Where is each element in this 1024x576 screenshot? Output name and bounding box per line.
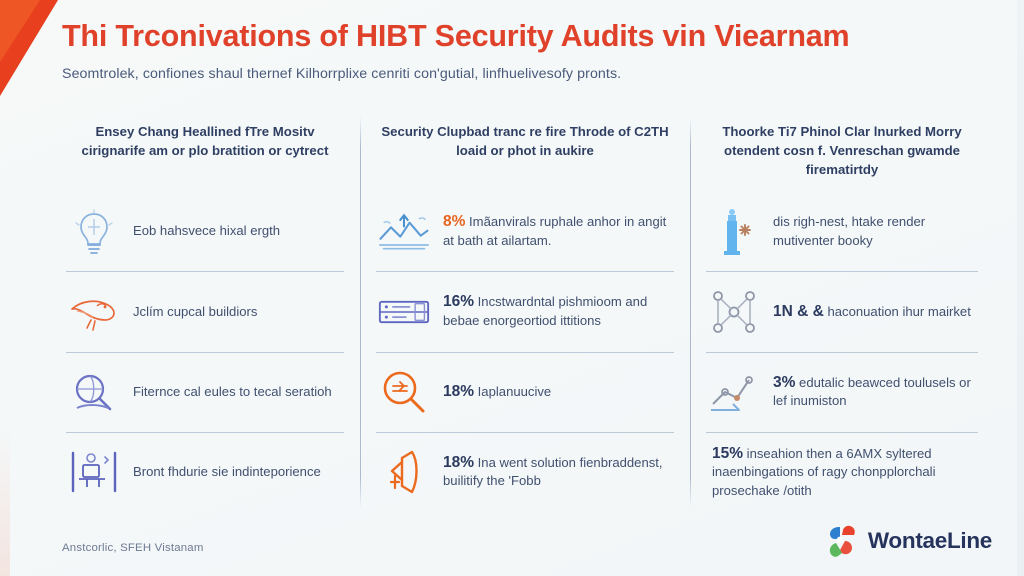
list-item-label: Imãanvirals ruphale anhor in angit at ba…: [443, 214, 667, 248]
brand-logo: WontaeLine: [823, 524, 992, 558]
right-edge-strip: [1017, 0, 1024, 576]
lightbulb-sketch-icon: [68, 206, 120, 258]
server-rack-icon: [378, 286, 430, 338]
list-item[interactable]: 3% edutalic beawced toulusels or lef inu…: [706, 351, 978, 432]
list-item[interactable]: 8% Imãanvirals ruphale anhor in angit at…: [376, 192, 674, 271]
list-item-label: dis righ-nest, htake render mutiventer b…: [773, 214, 926, 248]
column-3-items: dis righ-nest, htake render mutiventer b…: [706, 192, 978, 512]
page-title: Thi Trconivations of HIBT Security Audit…: [62, 19, 850, 53]
list-item[interactable]: Fiternce cal eules to tecal seratioh: [66, 351, 344, 432]
list-item-label: Fiternce cal eules to tecal seratioh: [133, 383, 332, 399]
stat-percent: 15%: [712, 444, 744, 462]
desk-workspace-icon: [68, 446, 120, 498]
page-subtitle: Seomtrolek, confiones shaul thernef Kilh…: [62, 66, 622, 82]
network-nodes-icon: [708, 286, 760, 338]
list-item-text: 1N & & haconuation ihur mairket: [773, 303, 971, 322]
list-item-text: dis righ-nest, htake render mutiventer b…: [773, 213, 976, 250]
corner-accent-triangle-inner: [0, 0, 40, 62]
list-item-label: haconuation ihur mairket: [827, 303, 971, 319]
column-1: Ensey Chang Heallined fTre Mositv cirign…: [50, 112, 360, 512]
list-item[interactable]: 1N & & haconuation ihur mairket: [706, 271, 978, 351]
list-item-text: Eob hahsvece hixal ergth: [133, 222, 280, 241]
list-item-text: Fiternce cal eules to tecal seratioh: [133, 383, 332, 402]
list-item-label: Jclím cupcal buildiors: [133, 303, 258, 319]
list-item[interactable]: Jclím cupcal buildiors: [66, 271, 344, 351]
list-item[interactable]: 18% Ina went solution fienbraddenst, bui…: [376, 431, 674, 512]
tower-beacon-icon: [708, 206, 760, 258]
list-item[interactable]: 16% Incstwardntal pishmioom and bebae en…: [376, 271, 674, 351]
bird-sketch-icon: [68, 286, 120, 338]
list-item[interactable]: 18% Iaplanuucive: [376, 351, 674, 432]
list-item-text: 16% Incstwardntal pishmioom and bebae en…: [443, 293, 672, 330]
column-2-heading: Security Clupbad tranc re fire Throde of…: [381, 124, 669, 158]
stat-percent: 1N & &: [773, 302, 824, 320]
stat-percent: 18%: [443, 453, 475, 471]
column-2-items: 8% Imãanvirals ruphale anhor in angit at…: [376, 192, 674, 512]
mountain-landscape-icon: [378, 206, 430, 258]
list-item-label: Ina went solution fienbraddenst, builiti…: [443, 454, 663, 489]
pinwheel-logo-icon: [823, 524, 857, 558]
stat-percent: 16%: [443, 293, 475, 311]
list-item-label: Iaplanuucive: [477, 383, 552, 399]
column-1-heading: Ensey Chang Heallined fTre Mositv cirign…: [81, 124, 329, 158]
stat-percent: 8%: [443, 213, 466, 231]
header: Thi Trconivations of HIBT Security Audit…: [62, 16, 984, 84]
growth-chart-icon: [708, 366, 760, 418]
list-item[interactable]: dis righ-nest, htake render mutiventer b…: [706, 192, 978, 271]
bottom-left-edge-strip: [0, 426, 10, 576]
stat-percent: 3%: [773, 373, 796, 391]
list-item[interactable]: 15% inseahion then a 6AMX syltered inaen…: [706, 431, 978, 512]
column-2: Security Clupbad tranc re fire Throde of…: [360, 112, 690, 512]
list-item[interactable]: Eob hahsvece hixal ergth: [66, 192, 344, 271]
list-item[interactable]: Bront fhdurie sie indinteporience: [66, 431, 344, 512]
column-3-heading: Thoorke Ti7 Phinol Clar lnurked Morry ot…: [722, 124, 962, 177]
list-item-label: edutalic beawced toulusels or lef inumis…: [773, 374, 971, 409]
column-1-items: Eob hahsvece hixal ergth: [66, 192, 344, 512]
list-item-text: Jclím cupcal buildiors: [133, 303, 257, 322]
list-item-text: 18% Ina went solution fienbraddenst, bui…: [443, 454, 672, 491]
list-item-text: 8% Imãanvirals ruphale anhor in angit at…: [443, 213, 672, 250]
list-item-label: inseahion then a 6AMX syltered inaenbing…: [712, 445, 936, 498]
list-item-text: 18% Iaplanuucive: [443, 383, 551, 402]
list-item-text: 15% inseahion then a 6AMX syltered inaen…: [708, 445, 976, 501]
magnifier-globe-icon: [68, 366, 120, 418]
list-item-text: 3% edutalic beawced toulusels or lef inu…: [773, 374, 976, 411]
columns-container: Ensey Chang Heallined fTre Mositv cirign…: [50, 112, 994, 512]
magnifier-search-icon: [378, 366, 430, 418]
list-item-label: Eob hahsvece hixal ergth: [133, 223, 281, 239]
stat-percent: 18%: [443, 382, 475, 400]
rocket-launch-icon: [378, 446, 430, 498]
column-3: Thoorke Ti7 Phinol Clar lnurked Morry ot…: [690, 112, 994, 512]
brand-name: WontaeLine: [867, 528, 992, 553]
footer-note: Anstcorlic, SFEH Vistanam: [62, 542, 204, 554]
list-item-text: Bront fhdurie sie indinteporience: [133, 463, 321, 482]
list-item-label: Bront fhdurie sie indinteporience: [133, 464, 321, 480]
list-item-label: Incstwardntal pishmioom and bebae enorge…: [443, 294, 648, 328]
